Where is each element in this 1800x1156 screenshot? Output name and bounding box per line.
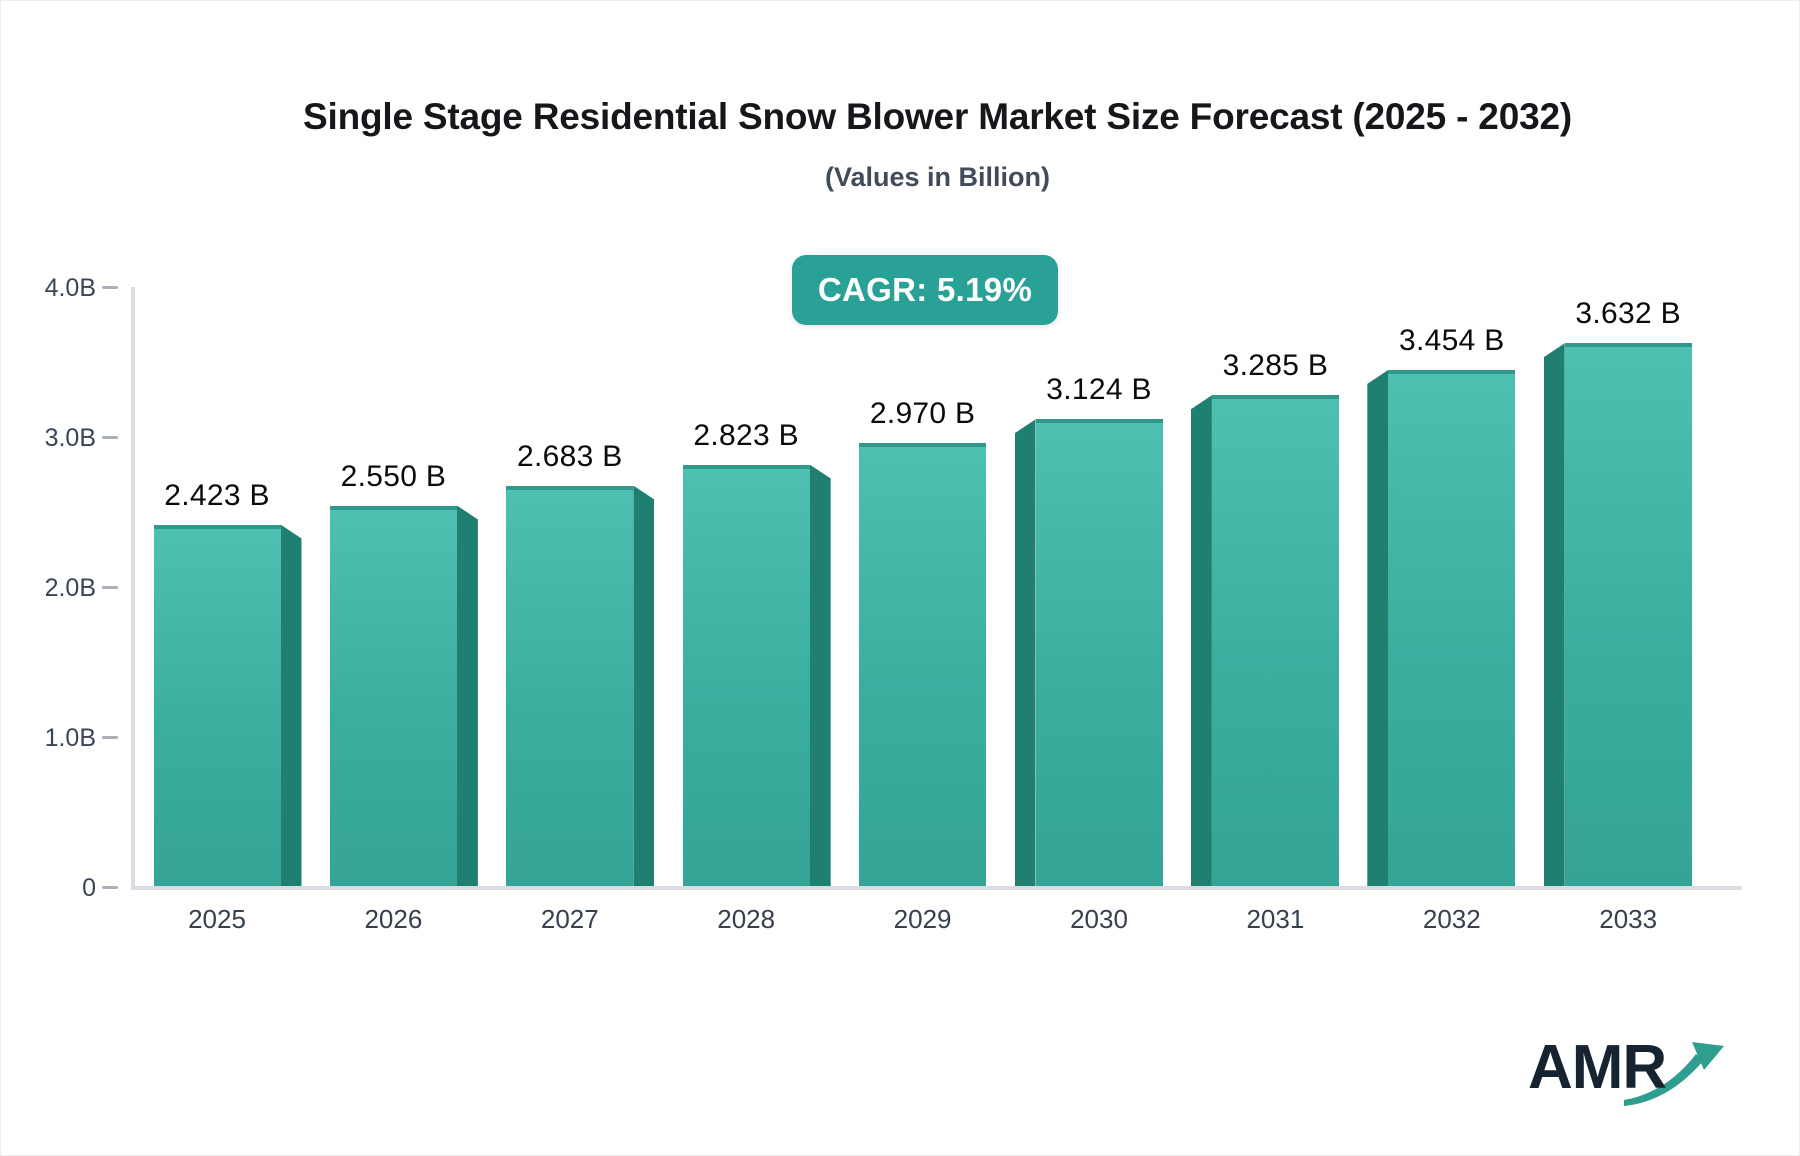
bar-side-face — [633, 485, 655, 888]
bar-value-label: 3.285 B — [1222, 349, 1329, 383]
bar-front-face — [153, 524, 281, 888]
bar-side-face — [280, 524, 302, 888]
bar-value-label: 3.454 B — [1399, 323, 1505, 357]
y-tick-label: 0 — [82, 874, 96, 902]
bar-value-label: 2.423 B — [164, 478, 270, 512]
bar-value-label: 2.823 B — [693, 418, 799, 452]
y-tick-label: 1.0B — [44, 724, 96, 752]
y-tick-mark — [102, 436, 118, 439]
amr-logo-text: AMR — [1528, 1033, 1667, 1102]
chart-title: Single Stage Residential Snow Blower Mar… — [303, 96, 1572, 137]
bar-side-face — [1190, 395, 1212, 888]
bar-front-face — [506, 485, 634, 888]
bar-side-face — [1543, 343, 1565, 888]
y-tick-label: 3.0B — [44, 424, 96, 452]
bar-front-face — [1388, 369, 1516, 888]
bar-value-label: 3.632 B — [1575, 297, 1681, 331]
bar-front-face — [682, 464, 810, 888]
x-category-label: 2032 — [1422, 904, 1481, 934]
bar-front-face — [1211, 395, 1339, 888]
x-category-label: 2029 — [893, 904, 952, 934]
y-tick-mark — [102, 736, 118, 739]
bar-front-face — [859, 442, 987, 888]
y-tick-label: 2.0B — [44, 574, 96, 602]
x-category-label: 2030 — [1070, 904, 1128, 934]
y-tick-mark — [102, 886, 118, 889]
x-category-label: 2033 — [1599, 904, 1658, 934]
x-category-label: 2026 — [364, 904, 423, 934]
x-axis-line — [131, 886, 1742, 890]
y-tick-mark — [102, 586, 118, 589]
chart-subtitle: (Values in Billion) — [824, 162, 1051, 192]
y-axis-line — [131, 287, 135, 889]
bar-side-face — [809, 464, 831, 888]
bar-front-face — [329, 505, 457, 888]
x-category-label: 2025 — [188, 904, 246, 934]
bar-value-label: 3.124 B — [1046, 373, 1152, 407]
bar-side-face — [456, 505, 478, 888]
x-category-label: 2031 — [1246, 904, 1305, 934]
bar-front-face — [1564, 343, 1692, 888]
bar-value-label: 2.683 B — [517, 439, 623, 473]
cagr-badge: CAGR: 5.19% — [792, 255, 1058, 325]
bar-side-face — [1367, 369, 1389, 888]
growth-arrow-icon — [1624, 1042, 1724, 1106]
bar-front-face — [1035, 419, 1163, 888]
y-tick-label: 4.0B — [44, 274, 96, 302]
y-tick-mark — [102, 286, 118, 289]
bar-value-label: 2.550 B — [340, 459, 447, 493]
amr-logo: AMR — [1528, 1032, 1728, 1122]
bar-value-label: 2.970 B — [869, 396, 976, 430]
bar-side-face — [1014, 419, 1036, 888]
x-category-label: 2027 — [540, 904, 599, 934]
x-category-label: 2028 — [717, 904, 776, 934]
